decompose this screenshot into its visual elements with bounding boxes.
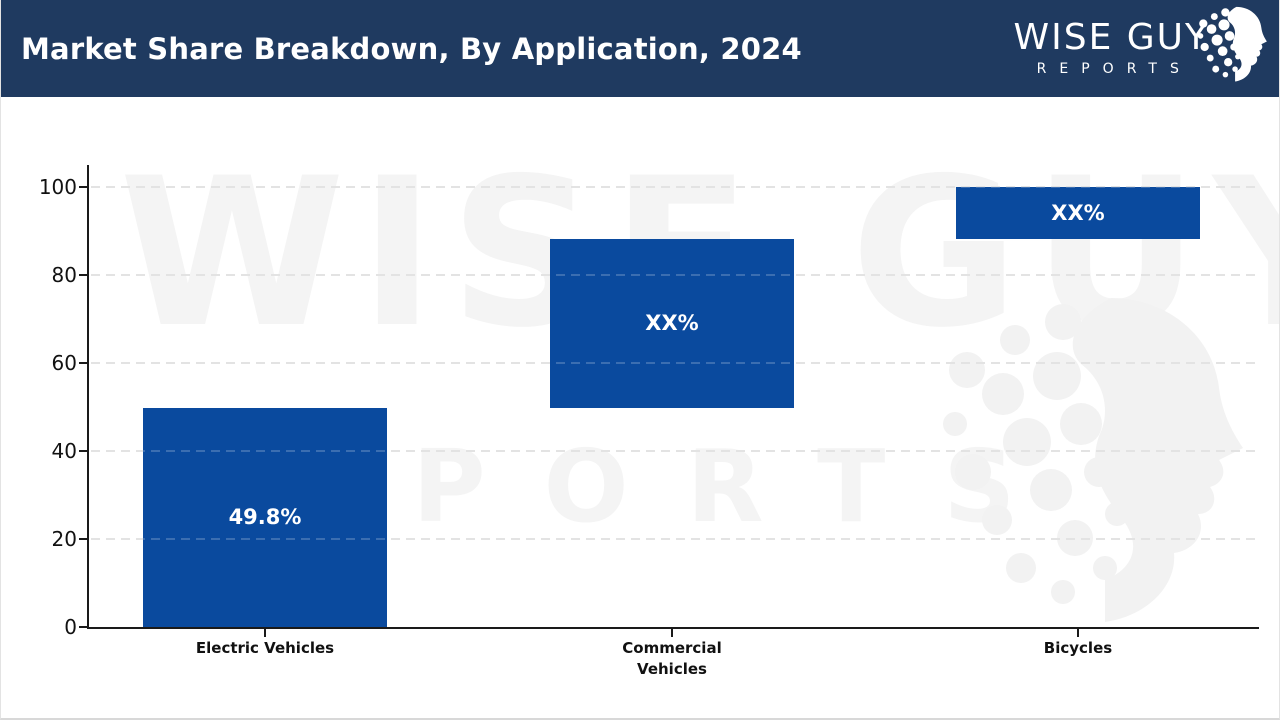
x-tick-mark	[671, 629, 673, 637]
gridline-overlay	[91, 538, 1259, 540]
bar-value-label-electric-vehicles: 49.8%	[228, 505, 302, 530]
wiseguy-logo-name: WISE GUY	[1013, 16, 1209, 58]
y-tick-label: 80	[51, 263, 77, 287]
gridline	[91, 538, 1259, 540]
gridline-overlay	[91, 186, 1259, 188]
x-category-label-bicycles: Bicycles	[1043, 639, 1113, 657]
gridline-overlay	[91, 362, 1259, 364]
wiseguy-logo-subname: REPORTS	[1036, 60, 1192, 77]
bar-commercial-vehicles: XX%	[550, 238, 794, 408]
x-axis-line	[87, 627, 1259, 629]
x-category-label-electric-vehicles: Electric Vehicles	[195, 639, 335, 657]
y-tick-mark	[79, 538, 87, 540]
y-tick-label: 20	[51, 527, 77, 551]
x-tick-mark	[1077, 629, 1079, 637]
bar-bicycles: XX%	[956, 187, 1200, 239]
x-tick-mark	[264, 629, 266, 637]
y-tick-label: 100	[38, 175, 77, 199]
y-tick-label: 60	[51, 351, 77, 375]
bar-value-label-bicycles: XX%	[1051, 200, 1105, 225]
y-axis-line	[87, 165, 89, 629]
y-tick-mark	[79, 450, 87, 452]
y-tick-label: 0	[64, 615, 77, 639]
bar-value-label-commercial-vehicles: XX%	[645, 311, 699, 336]
y-tick-label: 40	[51, 439, 77, 463]
page-title: Market Share Breakdown, By Application, …	[21, 31, 802, 66]
gridline	[91, 450, 1259, 452]
gridline-overlay	[91, 450, 1259, 452]
wiseguy-logo-text: WISE GUY REPORTS	[1013, 16, 1210, 77]
bar-electric-vehicles: 49.8%	[143, 407, 387, 627]
wiseguy-logo: WISE GUY REPORTS	[1014, 4, 1272, 90]
watermark-face-icon	[943, 298, 1243, 622]
y-tick-mark	[79, 274, 87, 276]
header-bar: Market Share Breakdown, By Application, …	[1, 0, 1279, 97]
y-tick-mark	[79, 626, 87, 628]
y-tick-mark	[79, 362, 87, 364]
gridline-overlay	[91, 274, 1259, 276]
x-category-label-commercial-vehicles: Commercial Vehicles	[622, 639, 722, 678]
gridline	[91, 186, 1259, 188]
y-tick-mark	[79, 186, 87, 188]
